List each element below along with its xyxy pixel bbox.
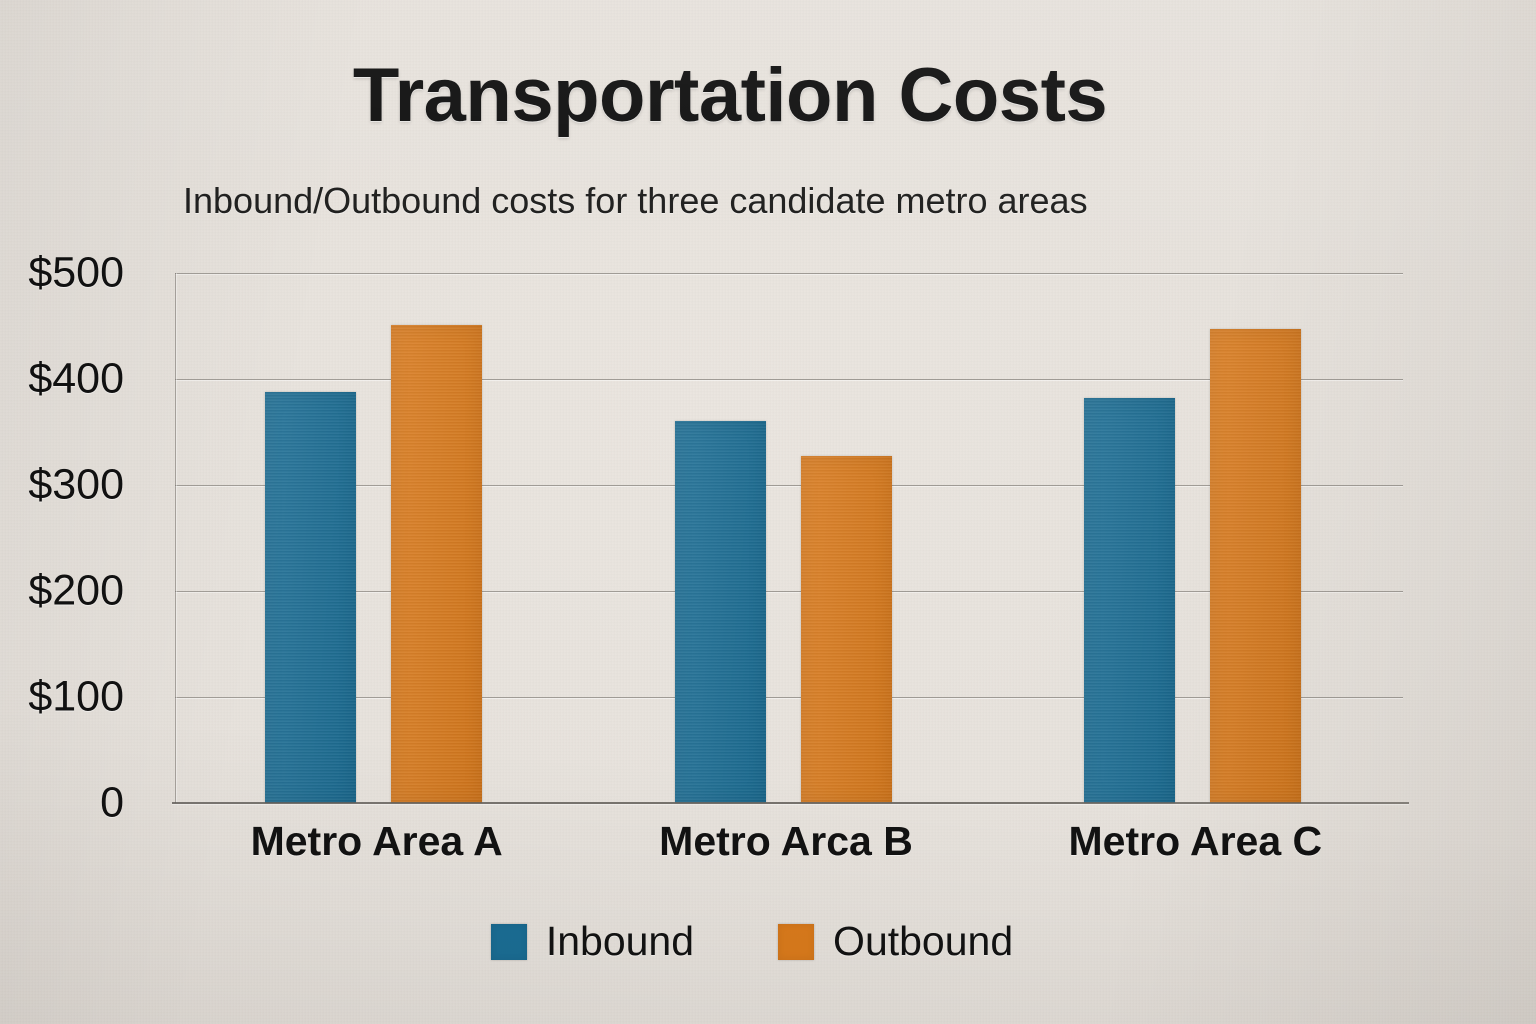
legend-label: Outbound <box>833 918 1014 964</box>
x-axis-tick-label: Metro Arca B <box>659 818 913 864</box>
bar-inbound-3 <box>1083 398 1175 803</box>
plot-area <box>172 273 1409 804</box>
y-axis-tick-label: $100 <box>28 672 124 721</box>
bar-outbound-2 <box>800 456 892 803</box>
legend-swatch-icon <box>778 923 815 960</box>
bar-inbound-2 <box>674 421 766 803</box>
chart-legend: Inbound Outbound <box>0 918 1504 965</box>
y-axis-tick-label: $400 <box>28 354 124 403</box>
legend-item-outbound[interactable]: Outbound <box>778 918 1013 965</box>
gridline <box>175 591 1403 592</box>
bar-outbound-3 <box>1209 329 1301 803</box>
bar-inbound-1 <box>265 391 357 804</box>
chart-title: Transportation Costs <box>352 53 1108 138</box>
gridline <box>175 273 1403 274</box>
bar-outbound-1 <box>391 324 483 804</box>
gridline <box>175 485 1403 486</box>
x-axis-line <box>172 802 1409 804</box>
gridline <box>175 379 1403 380</box>
x-axis-tick-label: Metro Area C <box>1068 818 1323 864</box>
y-axis-tick-label: $500 <box>28 248 124 297</box>
chart-subtitle: Inbound/Outbound costs for three candida… <box>183 180 1088 221</box>
x-axis-tick-label: Metro Area A <box>250 818 503 864</box>
y-axis-tick-label: 0 <box>100 778 124 827</box>
legend-swatch-icon <box>490 923 527 960</box>
y-axis-line <box>175 273 176 803</box>
legend-label: Inbound <box>545 918 695 964</box>
legend-item-inbound[interactable]: Inbound <box>490 918 695 965</box>
y-axis-tick-label: $300 <box>28 460 124 509</box>
gridline <box>175 697 1403 698</box>
y-axis-tick-label: $200 <box>28 566 124 615</box>
